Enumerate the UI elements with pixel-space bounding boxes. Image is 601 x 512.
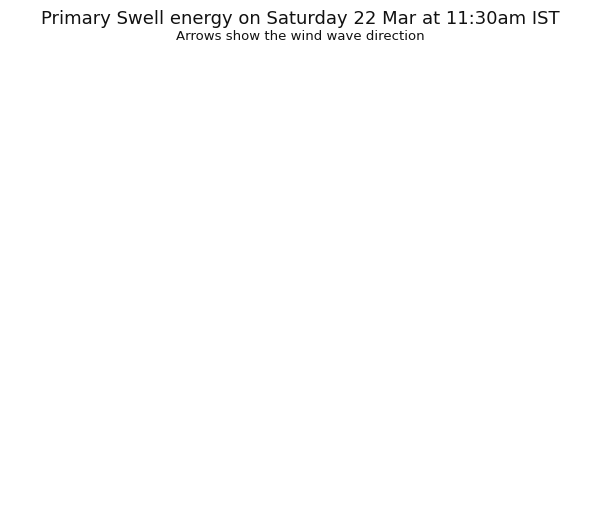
Text: Primary Swell energy on Saturday 22 Mar at 11:30am IST: Primary Swell energy on Saturday 22 Mar … (41, 10, 560, 29)
Text: Arrows show the wind wave direction: Arrows show the wind wave direction (176, 30, 425, 43)
